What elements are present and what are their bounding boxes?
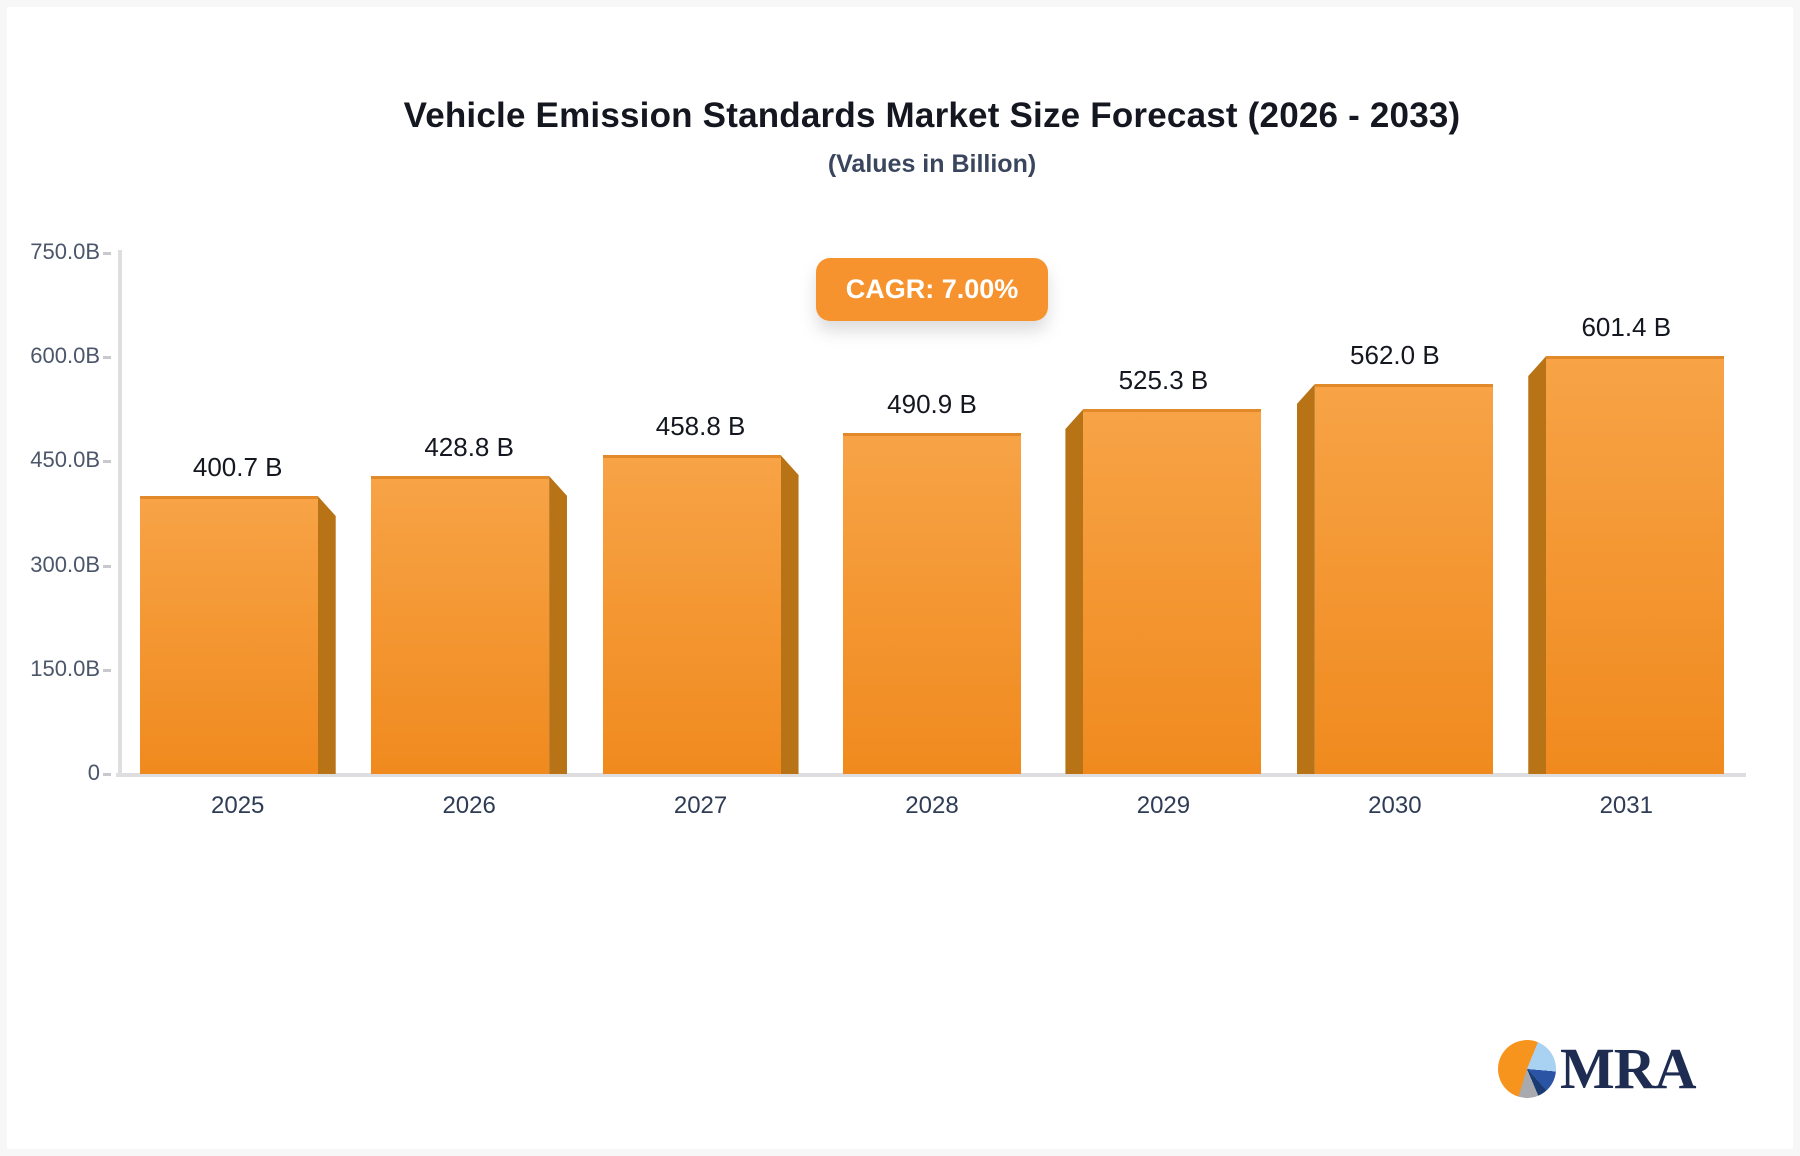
mra-logo: MRA bbox=[1498, 1036, 1697, 1101]
y-axis-tick bbox=[103, 356, 111, 360]
chart-title: Vehicle Emission Standards Market Size F… bbox=[403, 96, 1461, 135]
y-axis-label: 750.0B bbox=[30, 239, 100, 264]
bar bbox=[1314, 384, 1493, 774]
bar bbox=[1546, 356, 1725, 774]
bar bbox=[371, 476, 550, 774]
bar-value-label: 562.0 B bbox=[1350, 340, 1440, 370]
pie-chart-logo-icon bbox=[1498, 1040, 1556, 1098]
bar-slot: 458.8 B 2027 bbox=[585, 0, 816, 835]
bar-value-label: 458.8 B bbox=[655, 411, 746, 441]
bar bbox=[602, 455, 781, 774]
y-axis-label: 600.0B bbox=[30, 343, 100, 369]
bar-side-face bbox=[780, 455, 799, 774]
cagr-badge: CAGR: 7.00% bbox=[815, 258, 1049, 321]
y-axis-tick bbox=[103, 460, 111, 464]
x-axis-label: 2025 bbox=[211, 792, 265, 819]
bar-side-face bbox=[1296, 384, 1315, 774]
y-axis-tick bbox=[103, 564, 111, 568]
bar-side-face bbox=[1528, 356, 1547, 774]
y-axis-tick bbox=[103, 773, 111, 776]
bar bbox=[139, 496, 318, 774]
logo-text: MRA bbox=[1560, 1036, 1697, 1101]
bar bbox=[1083, 409, 1262, 774]
bar-side-face bbox=[1065, 409, 1084, 774]
bar-value-label: 525.3 B bbox=[1118, 365, 1209, 395]
y-axis-label: 150.0B bbox=[30, 655, 100, 681]
x-axis-label: 2028 bbox=[905, 792, 959, 819]
y-axis-tick bbox=[103, 668, 111, 672]
x-axis-line bbox=[116, 773, 1746, 777]
x-axis-label: 2027 bbox=[673, 792, 728, 819]
x-axis-label: 2030 bbox=[1368, 792, 1422, 819]
bar-value-label: 400.7 B bbox=[192, 452, 283, 482]
x-axis-label: 2026 bbox=[442, 792, 496, 819]
y-axis-label: 300.0B bbox=[30, 551, 100, 577]
bar bbox=[842, 433, 1021, 774]
y-axis-label: 450.0B bbox=[30, 447, 100, 473]
bar-slot: 400.7 B 2025 bbox=[122, 0, 353, 835]
bar-value-label: 490.9 B bbox=[887, 389, 977, 419]
y-axis-line bbox=[118, 250, 122, 777]
bar-slot: 601.4 B 2031 bbox=[1511, 0, 1742, 835]
bar-side-face bbox=[549, 476, 568, 774]
bar-side-face bbox=[317, 496, 336, 774]
x-axis-label: 2031 bbox=[1599, 792, 1653, 819]
x-axis-label: 2029 bbox=[1136, 792, 1191, 819]
y-axis-tick bbox=[103, 252, 111, 255]
bar-slot: 428.8 B 2026 bbox=[353, 0, 584, 835]
cagr-badge-row: CAGR: 7.00% bbox=[122, 258, 1742, 321]
bar-value-label: 601.4 B bbox=[1581, 312, 1672, 342]
chart-subtitle: (Values in Billion) bbox=[827, 150, 1037, 178]
bar-value-label: 428.8 B bbox=[424, 432, 514, 462]
bar-slot: 525.3 B 2029 bbox=[1048, 0, 1279, 835]
bar-slot: 490.9 B 2028 bbox=[816, 0, 1047, 835]
y-axis-label: 0 bbox=[87, 760, 100, 785]
bar-slot: 562.0 B 2030 bbox=[1279, 0, 1510, 835]
